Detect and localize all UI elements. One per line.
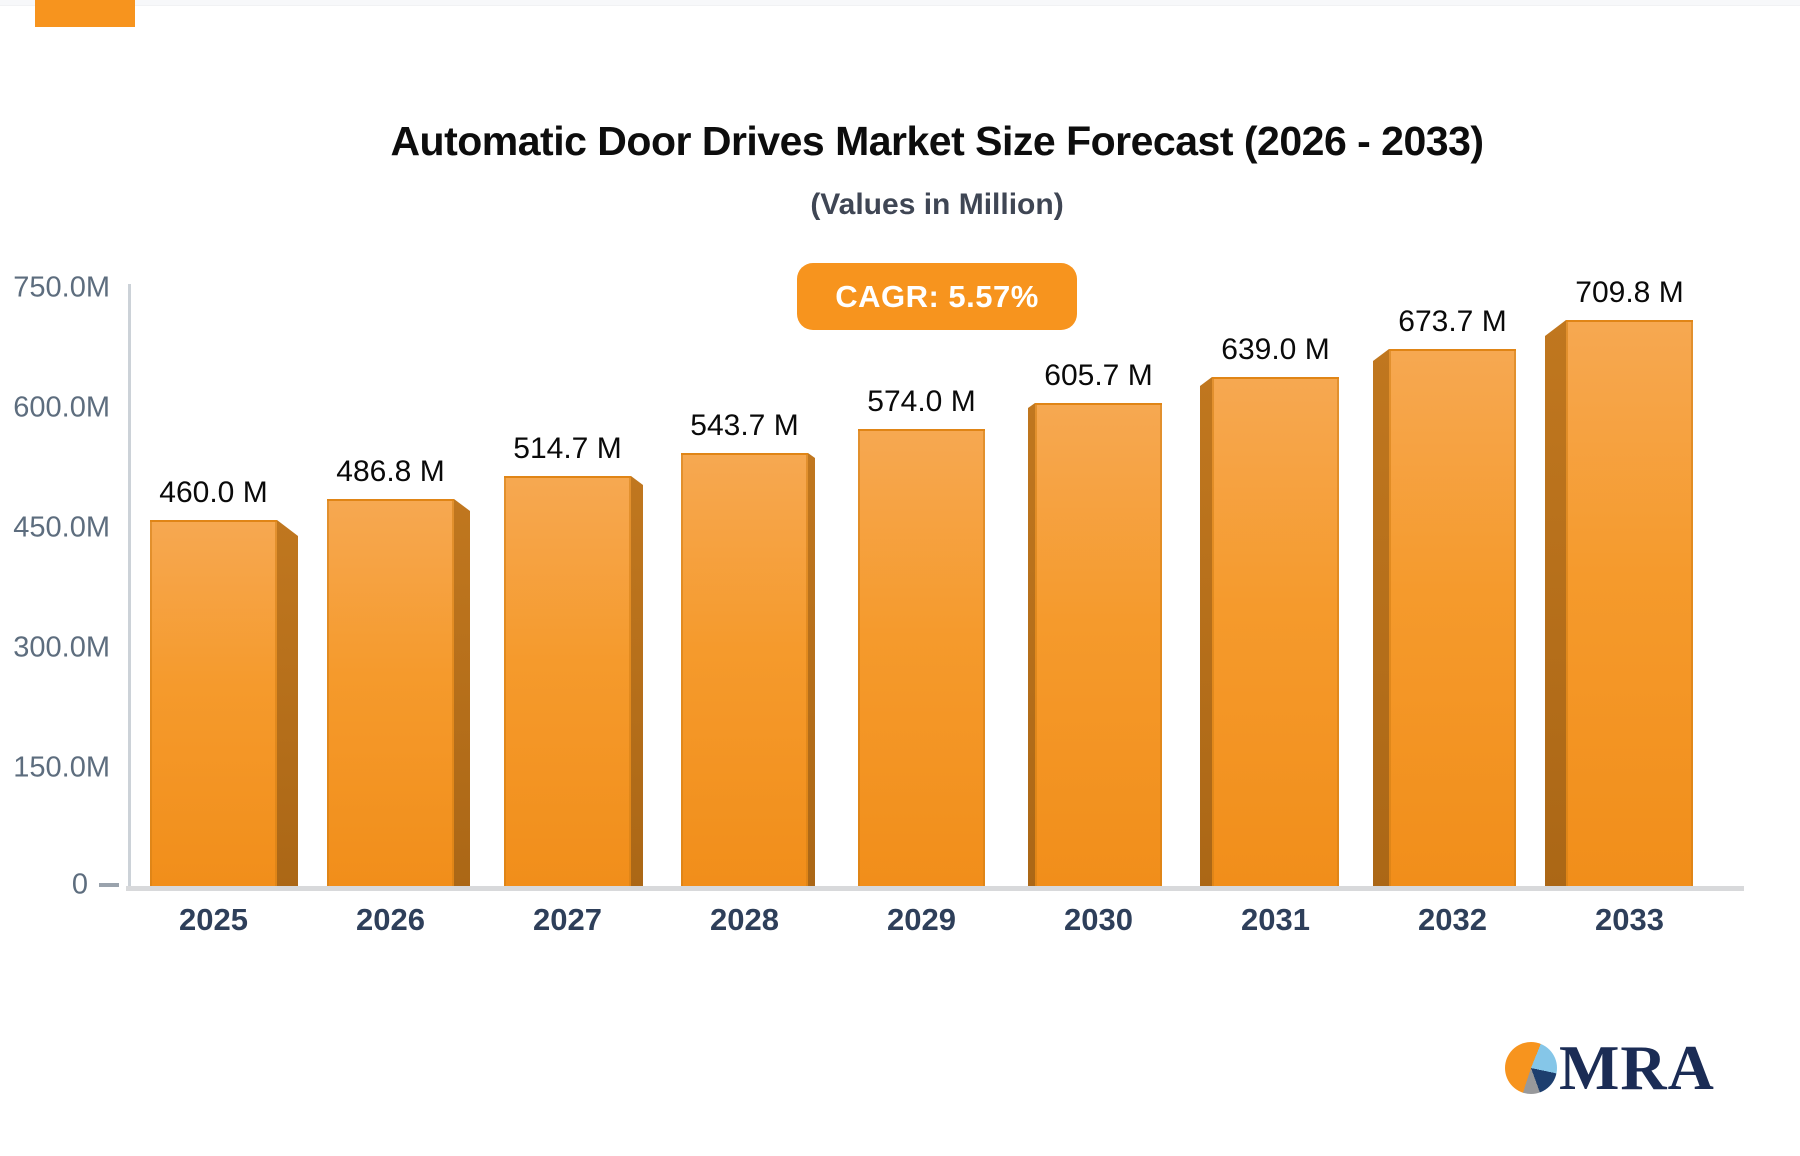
bar-value-label: 673.7 M — [1398, 305, 1507, 338]
bar-3d-side — [277, 520, 298, 888]
bar-2032 — [1389, 349, 1516, 888]
x-axis-label-2033: 2033 — [1595, 902, 1664, 937]
bar-value-label: 605.7 M — [1044, 359, 1153, 392]
top-left-accent — [35, 0, 135, 27]
bar-2031 — [1212, 377, 1339, 888]
bar-3d-side — [808, 453, 815, 888]
bar-value-label: 514.7 M — [513, 432, 622, 465]
x-axis-label-2026: 2026 — [356, 902, 425, 937]
pie-chart-logo-icon — [1505, 1042, 1557, 1094]
bar-2027 — [504, 476, 631, 888]
x-axis-baseline — [126, 886, 1744, 891]
x-axis-label-2029: 2029 — [887, 902, 956, 937]
bar-value-label: 574.0 M — [867, 385, 976, 418]
x-axis-label-2031: 2031 — [1241, 902, 1310, 937]
bar-3d-side — [1373, 349, 1389, 888]
x-axis-label-2027: 2027 — [533, 902, 602, 937]
y-axis-tick-label: 450.0M — [13, 511, 110, 544]
chart-subtitle: (Values in Million) — [810, 188, 1064, 221]
bar-value-label: 486.8 M — [336, 455, 445, 488]
bar-3d-side — [1028, 403, 1035, 888]
zero-tick-mark — [99, 883, 119, 887]
bar-2033 — [1566, 320, 1693, 888]
bar-value-label: 543.7 M — [690, 409, 799, 442]
bar-2026 — [327, 499, 454, 888]
bar-3d-side — [1545, 320, 1566, 888]
y-axis-line — [128, 284, 131, 888]
chart-title: Automatic Door Drives Market Size Foreca… — [390, 118, 1484, 164]
bar-3d-side — [631, 476, 643, 888]
y-axis-tick-label: 750.0M — [13, 271, 110, 304]
bar-3d-side — [1200, 377, 1212, 888]
logo: MRA — [1505, 1032, 1715, 1103]
y-axis-tick-label: 0 — [71, 868, 88, 901]
x-axis-label-2030: 2030 — [1064, 902, 1133, 937]
y-axis-tick-label: 600.0M — [13, 391, 110, 424]
bar-value-label: 709.8 M — [1575, 276, 1684, 309]
bar-2028 — [681, 453, 808, 888]
cagr-badge: CAGR: 5.57% — [797, 263, 1077, 330]
bar-value-label: 639.0 M — [1221, 333, 1330, 366]
logo-text: MRA — [1559, 1032, 1715, 1103]
bar-2029 — [858, 429, 985, 888]
bar-2025 — [150, 520, 277, 888]
x-axis-label-2025: 2025 — [179, 902, 248, 937]
bar-2030 — [1035, 403, 1162, 888]
bar-3d-side — [454, 499, 470, 888]
y-axis-tick-label: 300.0M — [13, 631, 110, 664]
top-strip — [0, 0, 1800, 6]
x-axis-label-2028: 2028 — [710, 902, 779, 937]
y-axis-tick-label: 150.0M — [13, 751, 110, 784]
bar-value-label: 460.0 M — [159, 476, 268, 509]
x-axis-label-2032: 2032 — [1418, 902, 1487, 937]
